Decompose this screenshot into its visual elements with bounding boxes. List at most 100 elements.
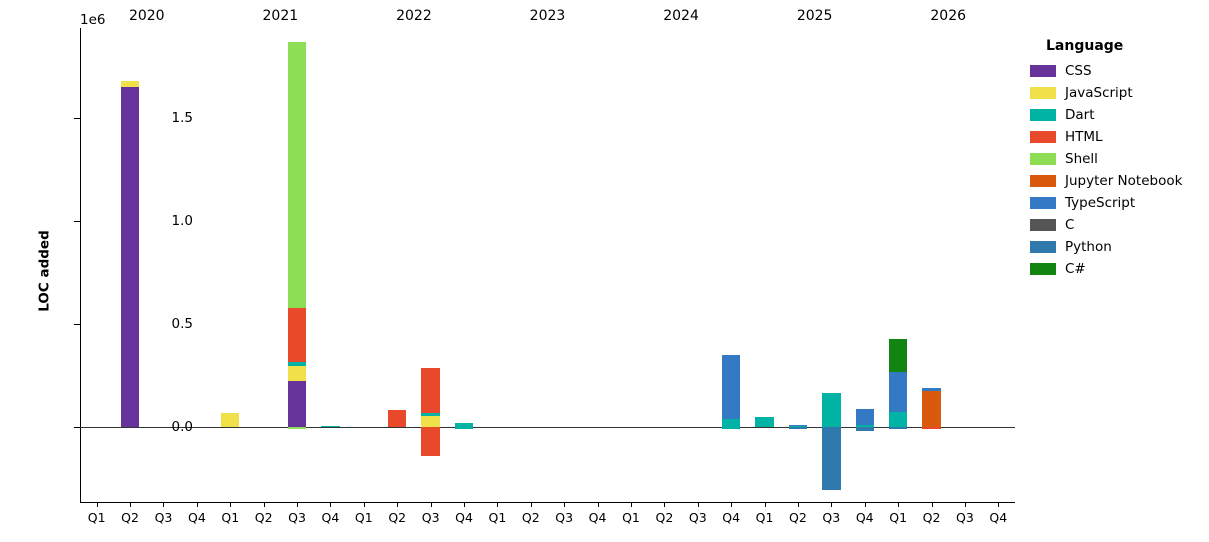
y-tick-mark bbox=[74, 118, 80, 119]
x-tick-label: Q3 bbox=[288, 510, 306, 525]
x-tick-mark bbox=[96, 502, 98, 507]
x-tick-label: Q2 bbox=[521, 510, 540, 525]
x-tick-label: Q1 bbox=[488, 510, 507, 525]
y-axis-offset-label: 1e6 bbox=[80, 12, 106, 28]
bar-segment-neg-dart bbox=[454, 427, 474, 429]
year-label: 2020 bbox=[128, 8, 165, 24]
x-tick-mark bbox=[430, 502, 432, 507]
legend-item[interactable]: Dart bbox=[1030, 104, 1205, 126]
y-tick-mark bbox=[74, 427, 80, 428]
bar-segment-dart bbox=[721, 418, 741, 427]
legend-swatch-icon bbox=[1030, 219, 1056, 231]
legend-item[interactable]: C bbox=[1030, 214, 1205, 236]
x-tick-label: Q2 bbox=[254, 510, 273, 525]
bar-segment-typescript bbox=[721, 354, 741, 419]
legend-swatch-icon bbox=[1030, 131, 1056, 143]
x-tick-label: Q1 bbox=[87, 510, 106, 525]
bar-segment-neg-dart bbox=[721, 427, 741, 429]
x-tick-label: Q2 bbox=[789, 510, 807, 525]
legend-swatch-icon bbox=[1030, 65, 1056, 77]
x-tick-mark bbox=[630, 502, 632, 507]
bar-segment-dart bbox=[321, 425, 340, 428]
y-axis-title: LOC added bbox=[36, 230, 53, 312]
bar-segment-typescript bbox=[922, 387, 941, 391]
year-label: 2022 bbox=[396, 8, 432, 24]
legend-item[interactable]: C# bbox=[1030, 258, 1205, 280]
bar-segment-dart bbox=[888, 411, 908, 427]
x-tick-label: Q1 bbox=[622, 510, 640, 525]
y-tick-label: 1.0 bbox=[171, 213, 193, 229]
bar-segment-javascript bbox=[221, 412, 240, 427]
x-tick-mark bbox=[731, 502, 733, 507]
bar-segment-neg-shell bbox=[287, 427, 307, 429]
x-tick-mark bbox=[764, 502, 766, 507]
x-tick-mark bbox=[797, 502, 799, 507]
x-tick-label: Q2 bbox=[121, 510, 139, 525]
x-tick-mark bbox=[230, 502, 232, 507]
legend: Language CSS JavaScript Dart HTML Shell Jupyt… bbox=[1030, 38, 1205, 280]
legend-item[interactable]: Shell bbox=[1030, 148, 1205, 170]
y-axis-line bbox=[80, 28, 81, 502]
x-tick-mark bbox=[564, 502, 566, 507]
x-tick-mark bbox=[931, 502, 933, 507]
bar-segment-javascript bbox=[421, 415, 440, 427]
bar-segment-jupyter-notebook bbox=[922, 390, 941, 427]
legend-swatch-icon bbox=[1030, 109, 1056, 121]
bar-segment-neg-python bbox=[855, 427, 874, 432]
legend-item-label: CSS bbox=[1065, 63, 1092, 79]
x-tick-label: Q4 bbox=[588, 510, 607, 525]
legend-swatch-icon bbox=[1030, 153, 1056, 165]
x-tick-mark bbox=[196, 502, 198, 507]
x-tick-mark bbox=[397, 502, 399, 507]
x-tick-mark bbox=[964, 502, 966, 507]
x-tick-label: Q3 bbox=[555, 510, 574, 525]
year-label: 2024 bbox=[663, 8, 699, 24]
legend-swatch-icon bbox=[1030, 197, 1056, 209]
year-label: 2021 bbox=[262, 8, 299, 24]
x-tick-mark bbox=[831, 502, 833, 507]
x-tick-label: Q4 bbox=[989, 510, 1008, 525]
legend-item[interactable]: JavaScript bbox=[1030, 82, 1205, 104]
x-tick-mark bbox=[530, 502, 532, 507]
legend-items: CSS JavaScript Dart HTML Shell Jupyter Notebo… bbox=[1030, 60, 1205, 280]
x-tick-mark bbox=[697, 502, 699, 507]
y-tick-mark bbox=[74, 221, 80, 222]
x-tick-mark bbox=[330, 502, 332, 507]
bar-segment-html bbox=[287, 307, 307, 363]
bar-segment-shell bbox=[287, 41, 307, 308]
bar-segment-css bbox=[287, 380, 307, 427]
x-tick-label: Q4 bbox=[855, 510, 874, 525]
bar-segment-neg-html bbox=[922, 427, 941, 429]
legend-item[interactable]: CSS bbox=[1030, 60, 1205, 82]
bar-segment-neg-python bbox=[788, 427, 808, 429]
x-tick-label: Q4 bbox=[455, 510, 473, 525]
x-tick-label: Q1 bbox=[354, 510, 373, 525]
legend-item[interactable]: HTML bbox=[1030, 126, 1205, 148]
bar-segment-neg-python bbox=[822, 427, 841, 490]
year-label: 2026 bbox=[930, 8, 967, 24]
legend-item-label: Jupyter Notebook bbox=[1065, 173, 1183, 189]
legend-item[interactable]: TypeScript bbox=[1030, 192, 1205, 214]
bar-segment-neg-python bbox=[888, 427, 908, 429]
x-tick-label: Q2 bbox=[922, 510, 941, 525]
legend-item[interactable]: Jupyter Notebook bbox=[1030, 170, 1205, 192]
x-tick-mark bbox=[998, 502, 1000, 507]
bar-segment-html bbox=[388, 410, 407, 427]
bar-segment-dart bbox=[788, 425, 808, 428]
bars-plot-area bbox=[80, 28, 1015, 502]
x-tick-label: Q4 bbox=[321, 510, 340, 525]
x-tick-mark bbox=[130, 502, 132, 507]
bar-segment-typescript bbox=[788, 424, 808, 427]
zero-baseline bbox=[80, 427, 1015, 428]
bar-segment-typescript bbox=[855, 408, 874, 426]
legend-item[interactable]: Python bbox=[1030, 236, 1205, 258]
x-tick-mark bbox=[297, 502, 299, 507]
legend-item-label: Shell bbox=[1065, 151, 1098, 167]
legend-item-label: C bbox=[1065, 217, 1075, 233]
x-tick-mark bbox=[597, 502, 599, 507]
legend-swatch-icon bbox=[1030, 263, 1056, 275]
legend-item-label: Python bbox=[1065, 239, 1112, 255]
x-tick-mark bbox=[898, 502, 900, 507]
year-label: 2023 bbox=[529, 8, 566, 24]
x-tick-label: Q2 bbox=[655, 510, 674, 525]
